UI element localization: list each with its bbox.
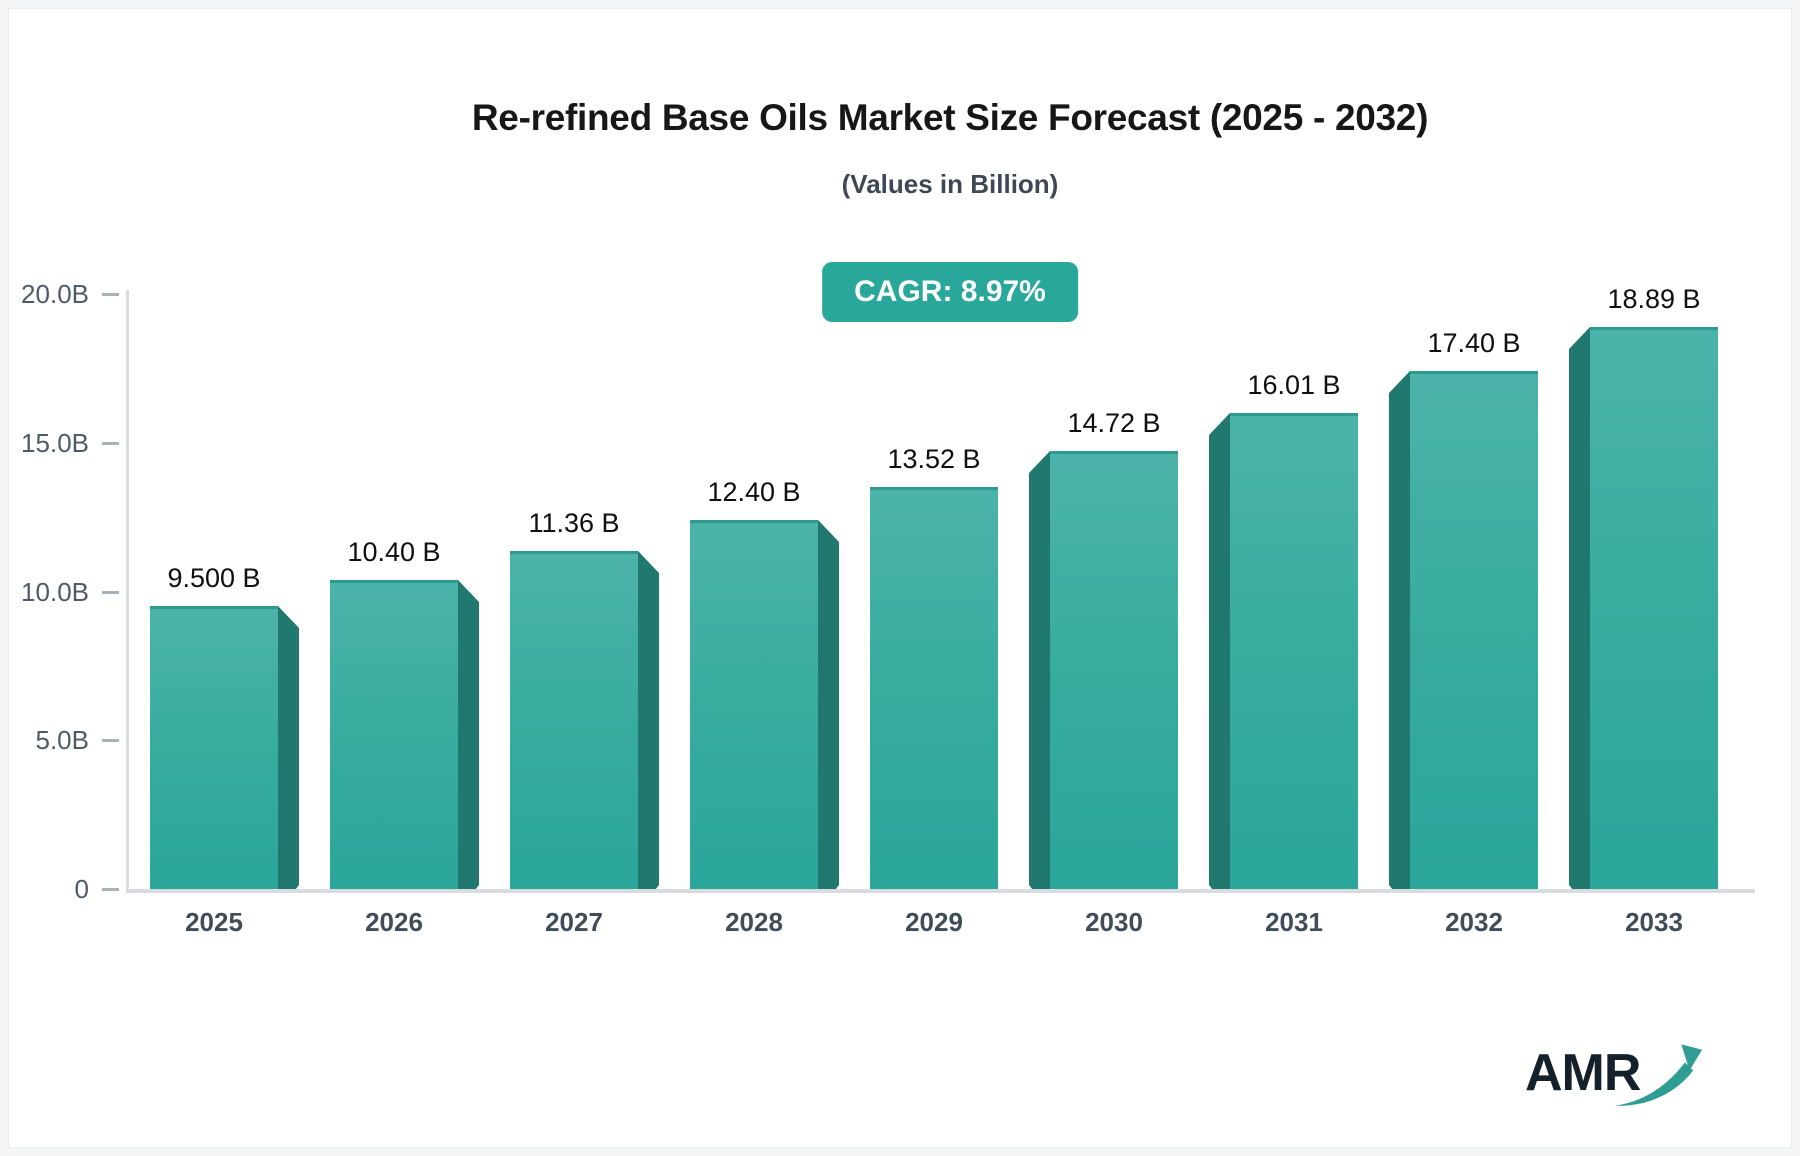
bar-value-label: 13.52 B	[887, 444, 981, 474]
bar	[870, 487, 998, 889]
x-tick-label: 2031	[1265, 907, 1323, 937]
bar-value-label: 11.36 B	[528, 508, 620, 538]
plot-area: 20.0B 15.0B 10.0B 5.0B 0 9.500 B 2025 10.40 B 20…	[9, 9, 1791, 1147]
bar	[510, 551, 638, 889]
amr-logo: AMR	[1525, 1039, 1703, 1106]
bar-side-face	[818, 520, 839, 889]
bar	[330, 580, 458, 889]
bar	[1590, 327, 1718, 889]
bar-side-face	[638, 551, 659, 889]
bar-side-face	[1569, 327, 1590, 889]
bar	[690, 520, 818, 889]
x-tick-label: 2025	[185, 907, 243, 937]
chart-title: Re-refined Base Oils Market Size Forecas…	[471, 97, 1429, 138]
y-tick-dash	[102, 293, 119, 296]
bar-value-label: 18.89 B	[1607, 284, 1701, 314]
bar-side-face	[1389, 371, 1410, 889]
bar	[1230, 413, 1358, 889]
x-tick-label: 2033	[1625, 907, 1683, 937]
bar-value-label: 12.40 B	[707, 477, 801, 507]
y-tick-label: 5.0B	[35, 725, 90, 756]
bar-side-face	[1209, 413, 1230, 889]
bar-side-face	[278, 606, 299, 889]
y-tick-label: 10.0B	[21, 576, 89, 607]
bar-value-label: 9.500 B	[167, 563, 261, 593]
bar-value-label: 10.40 B	[347, 537, 441, 567]
bar-value-label: 17.40 B	[1427, 328, 1521, 358]
bar	[1050, 451, 1178, 889]
y-tick-label: 0	[74, 874, 89, 904]
amr-logo-text: AMR	[1525, 1044, 1641, 1102]
x-axis-line	[126, 889, 1755, 893]
x-tick-label: 2030	[1085, 907, 1143, 937]
bar	[1410, 371, 1538, 889]
cagr-badge: CAGR: 8.97%	[822, 262, 1078, 322]
x-tick-label: 2026	[365, 907, 423, 937]
y-axis-line	[126, 290, 129, 892]
y-tick-label: 15.0B	[21, 427, 89, 458]
chart-subtitle: (Values in Billion)	[841, 169, 1059, 199]
y-tick-dash	[102, 888, 119, 891]
chart-card: Re-refined Base Oils Market Size Forecas…	[8, 8, 1792, 1148]
bar-side-face	[458, 580, 479, 889]
y-tick-dash	[102, 590, 119, 594]
y-tick-dash	[102, 441, 119, 445]
x-tick-label: 2028	[725, 907, 783, 937]
x-tick-label: 2029	[905, 907, 963, 937]
bar	[150, 606, 278, 889]
x-tick-label: 2032	[1445, 907, 1503, 937]
y-tick-label: 20.0B	[21, 279, 89, 309]
bar-side-face	[1029, 451, 1050, 889]
y-tick-dash	[102, 739, 119, 743]
bar-value-label: 16.01 B	[1247, 370, 1341, 400]
bar-value-label: 14.72 B	[1067, 408, 1161, 438]
growth-arrow-icon	[1614, 1044, 1703, 1106]
x-tick-label: 2027	[545, 907, 603, 937]
